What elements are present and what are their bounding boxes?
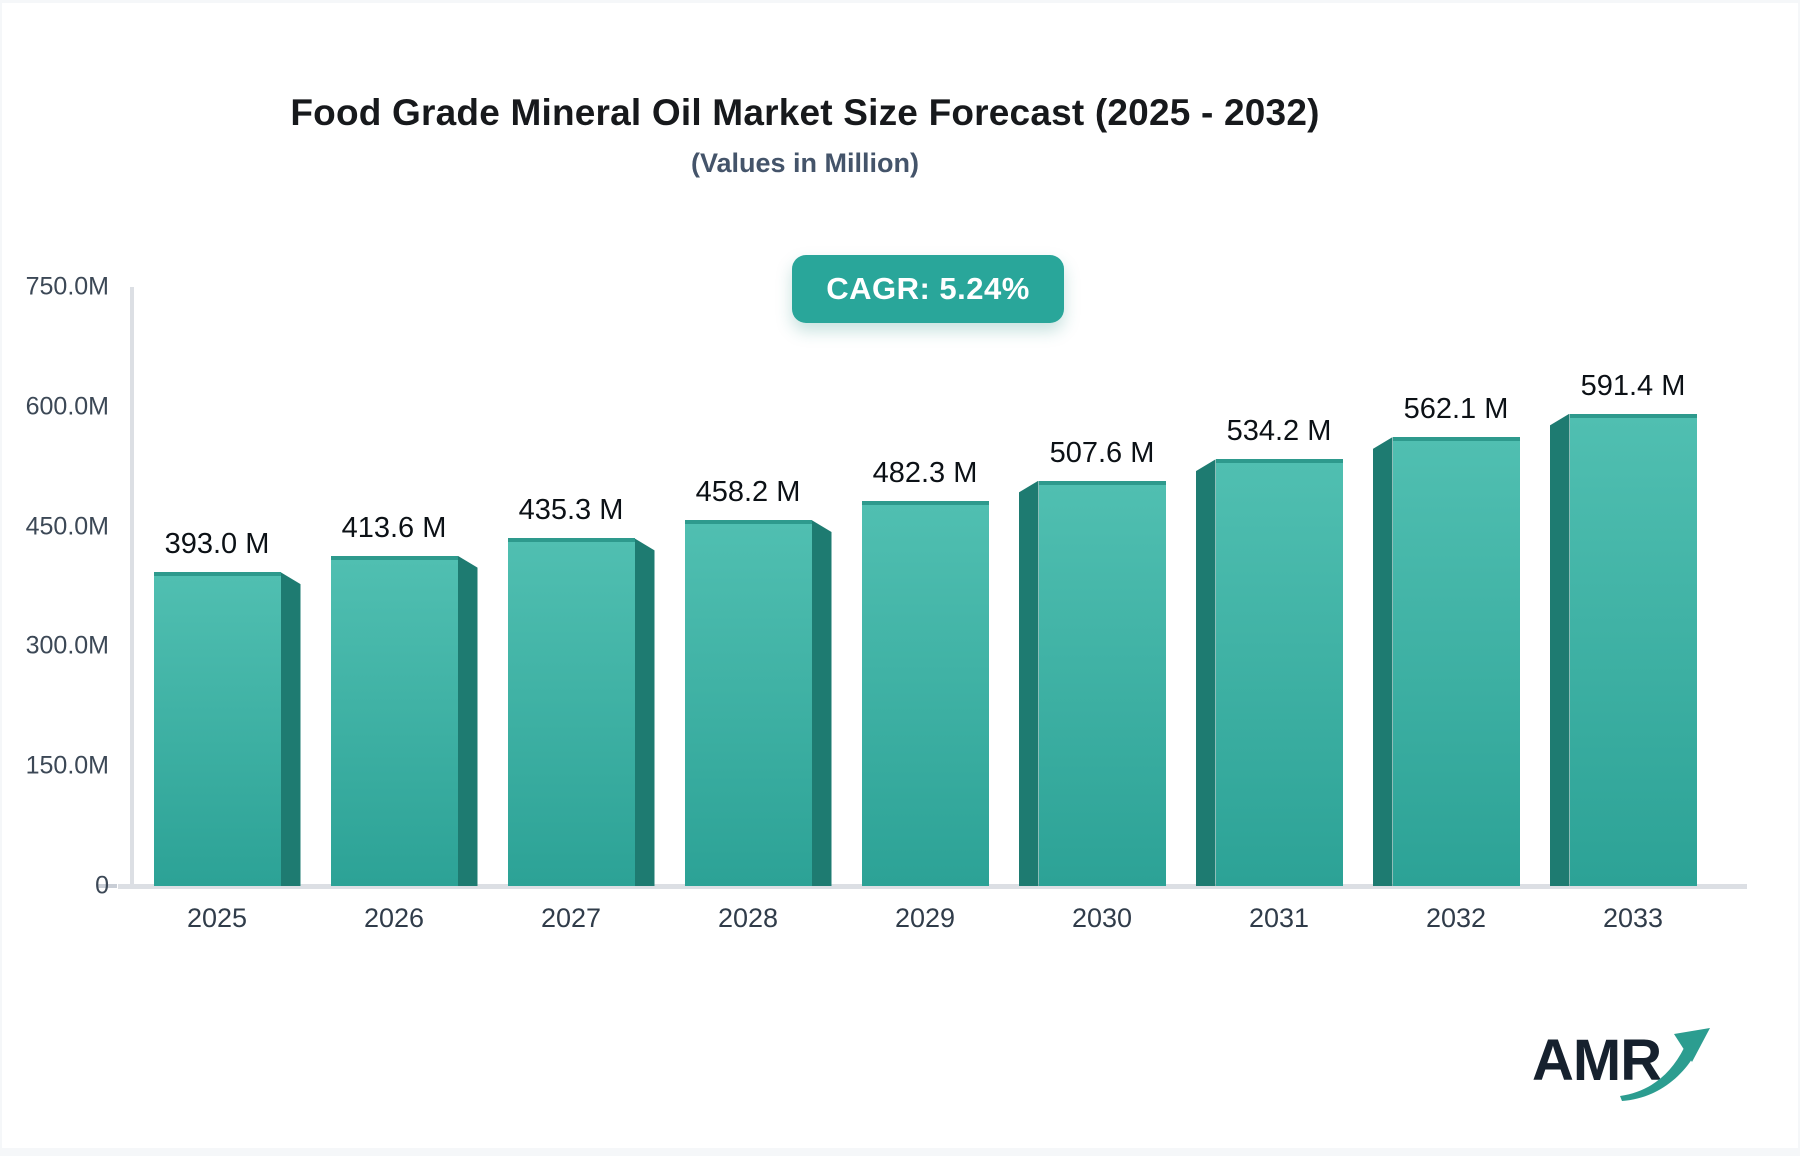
bar-2026[interactable]	[330, 555, 458, 886]
x-tick-label-2033: 2033	[1602, 903, 1664, 933]
bar-2030[interactable]	[1038, 480, 1166, 886]
chart-title: Food Grade Mineral Oil Market Size Forec…	[290, 92, 1320, 133]
y-tick-label: 600.0M	[25, 392, 109, 421]
bar-value-label: 591.4 M	[1580, 369, 1686, 402]
bar-side-face	[1195, 459, 1216, 886]
bar-value-label: 413.6 M	[341, 511, 447, 544]
cagr-badge-label: CAGR: 5.24%	[826, 271, 1030, 306]
x-axis-line	[118, 884, 1747, 889]
bar-2028[interactable]	[684, 520, 812, 886]
bar-value-label: 507.6 M	[1049, 436, 1155, 469]
bar-side-face	[1372, 437, 1393, 886]
y-axis-line	[130, 287, 134, 886]
bar-side-face	[634, 538, 655, 886]
bar-2027[interactable]	[507, 538, 635, 886]
bar-2031[interactable]	[1215, 459, 1343, 886]
x-tick-label-2028: 2028	[717, 903, 779, 933]
bar-side-face	[280, 572, 301, 886]
y-tick-label: 300.0M	[25, 631, 109, 660]
bar-value-label: 393.0 M	[164, 528, 270, 561]
bar-side-face	[1549, 413, 1570, 886]
amr-logo-text: AMR	[1532, 1028, 1662, 1093]
bar-2025[interactable]	[153, 572, 281, 886]
x-tick-label-2030: 2030	[1071, 903, 1133, 933]
chart-subtitle: (Values in Million)	[690, 148, 920, 178]
y-tick-label: 750.0M	[25, 272, 109, 301]
zero-tick-mark	[98, 884, 117, 888]
growth-arrow-icon	[1620, 1028, 1710, 1101]
bar-side-face	[811, 520, 832, 886]
bar-value-label: 562.1 M	[1403, 393, 1509, 426]
bar-value-label: 534.2 M	[1226, 415, 1332, 448]
x-tick-label-2026: 2026	[363, 903, 425, 933]
bar-2033[interactable]	[1569, 413, 1697, 886]
bar-2032[interactable]	[1392, 437, 1520, 886]
x-tick-label-2031: 2031	[1248, 903, 1310, 933]
y-tick-label: 450.0M	[25, 512, 109, 541]
x-tick-label-2032: 2032	[1425, 903, 1487, 933]
bar-side-face	[457, 555, 478, 886]
bar-value-label: 482.3 M	[872, 456, 978, 489]
y-tick-label: 0	[95, 871, 109, 900]
x-tick-label-2029: 2029	[894, 903, 956, 933]
chart-header: Food Grade Mineral Oil Market Size Forec…	[0, 0, 1610, 179]
y-tick-label: 150.0M	[25, 751, 109, 780]
bar-value-label: 458.2 M	[695, 476, 801, 509]
x-tick-label-2025: 2025	[186, 903, 248, 933]
bar-2029[interactable]	[861, 500, 989, 886]
cagr-badge: CAGR: 5.24%	[792, 255, 1064, 323]
amr-logo: AMR	[1532, 1028, 1712, 1122]
x-tick-label-2027: 2027	[540, 903, 602, 933]
bar-value-label: 435.3 M	[518, 494, 624, 527]
bar-side-face	[1018, 480, 1039, 886]
